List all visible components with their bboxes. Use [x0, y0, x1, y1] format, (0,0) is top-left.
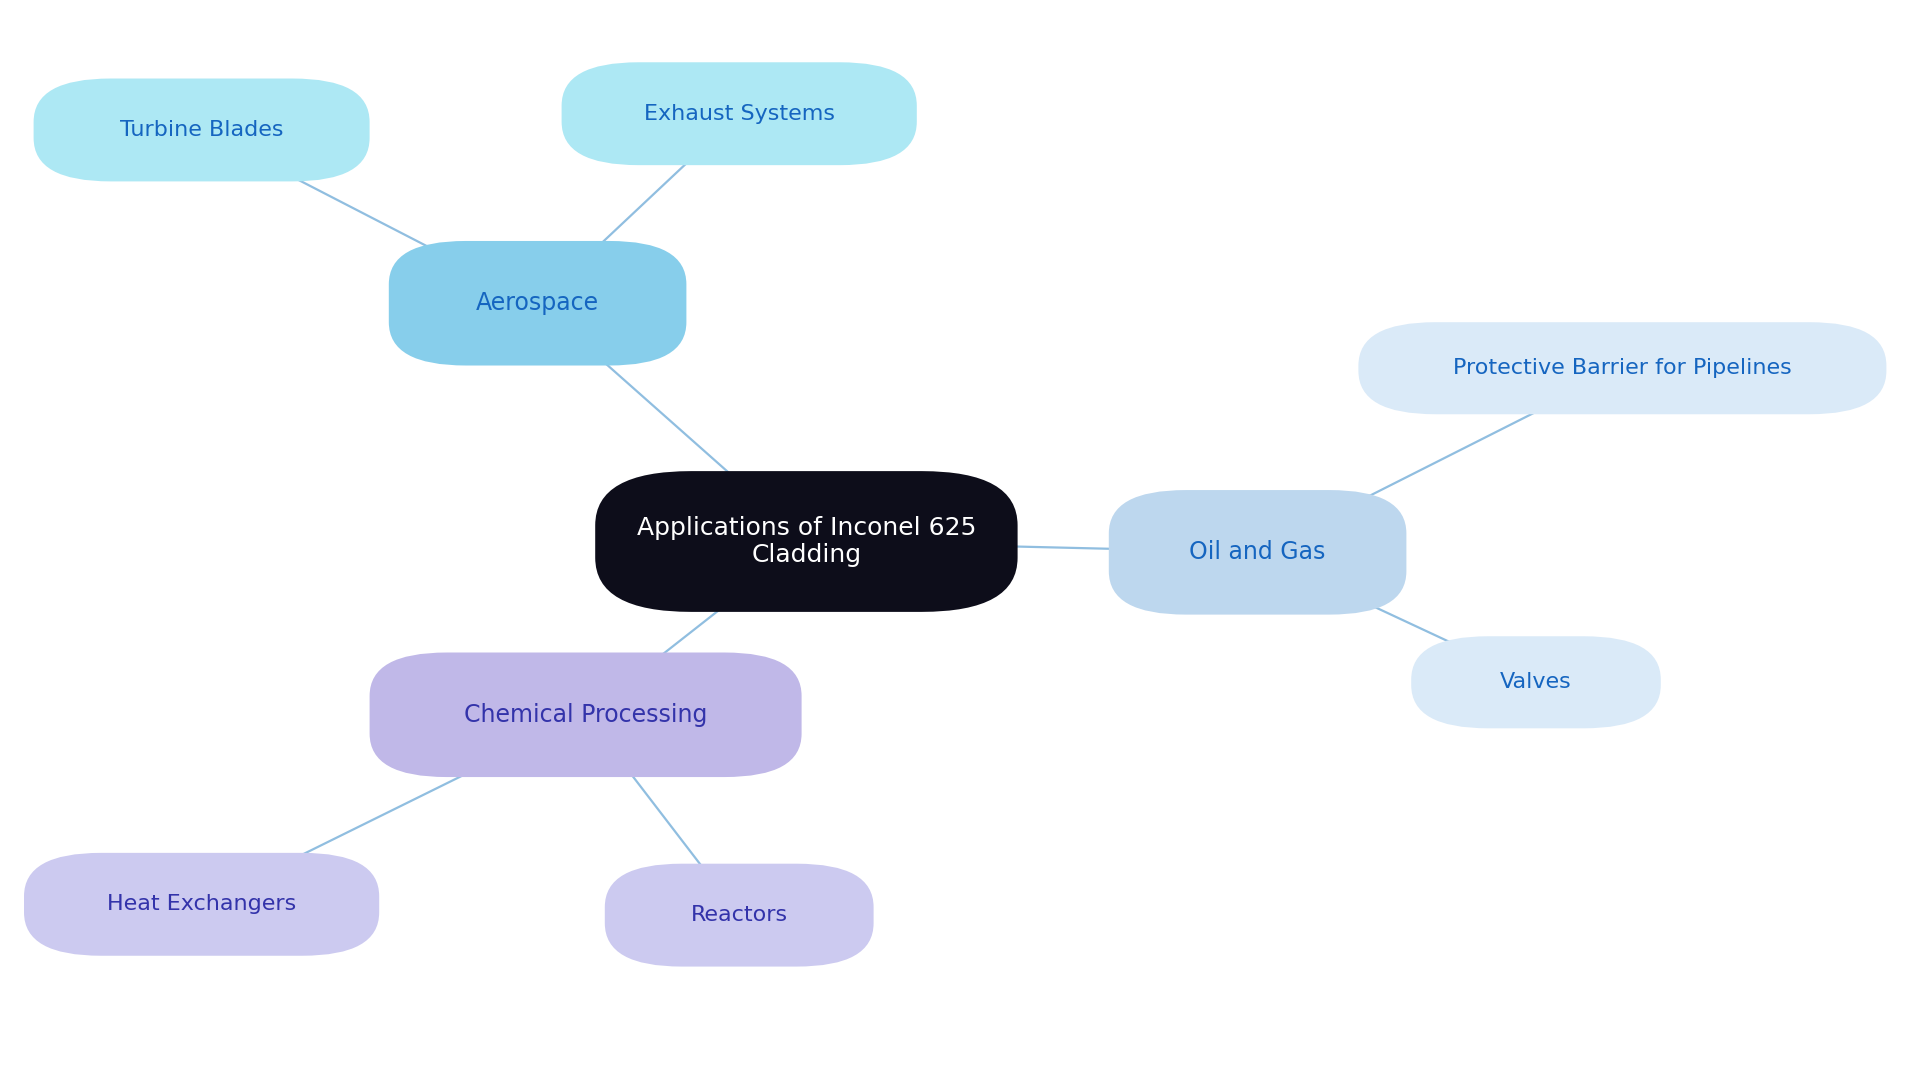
FancyBboxPatch shape: [35, 79, 369, 182]
FancyBboxPatch shape: [388, 242, 687, 366]
FancyBboxPatch shape: [1411, 637, 1661, 728]
Text: Turbine Blades: Turbine Blades: [119, 120, 284, 140]
FancyBboxPatch shape: [369, 652, 801, 778]
Text: Chemical Processing: Chemical Processing: [465, 703, 707, 727]
Text: Applications of Inconel 625
Cladding: Applications of Inconel 625 Cladding: [637, 516, 975, 567]
FancyBboxPatch shape: [595, 471, 1018, 612]
Text: Exhaust Systems: Exhaust Systems: [643, 104, 835, 123]
FancyBboxPatch shape: [605, 864, 874, 966]
Text: Protective Barrier for Pipelines: Protective Barrier for Pipelines: [1453, 358, 1791, 378]
Text: Oil and Gas: Oil and Gas: [1188, 540, 1327, 564]
Text: Heat Exchangers: Heat Exchangers: [108, 895, 296, 914]
Text: Valves: Valves: [1500, 673, 1572, 692]
FancyBboxPatch shape: [23, 853, 380, 955]
Text: Aerospace: Aerospace: [476, 291, 599, 315]
Text: Reactors: Reactors: [691, 905, 787, 925]
FancyBboxPatch shape: [1110, 490, 1405, 615]
FancyBboxPatch shape: [561, 63, 918, 165]
FancyBboxPatch shape: [1359, 323, 1885, 414]
